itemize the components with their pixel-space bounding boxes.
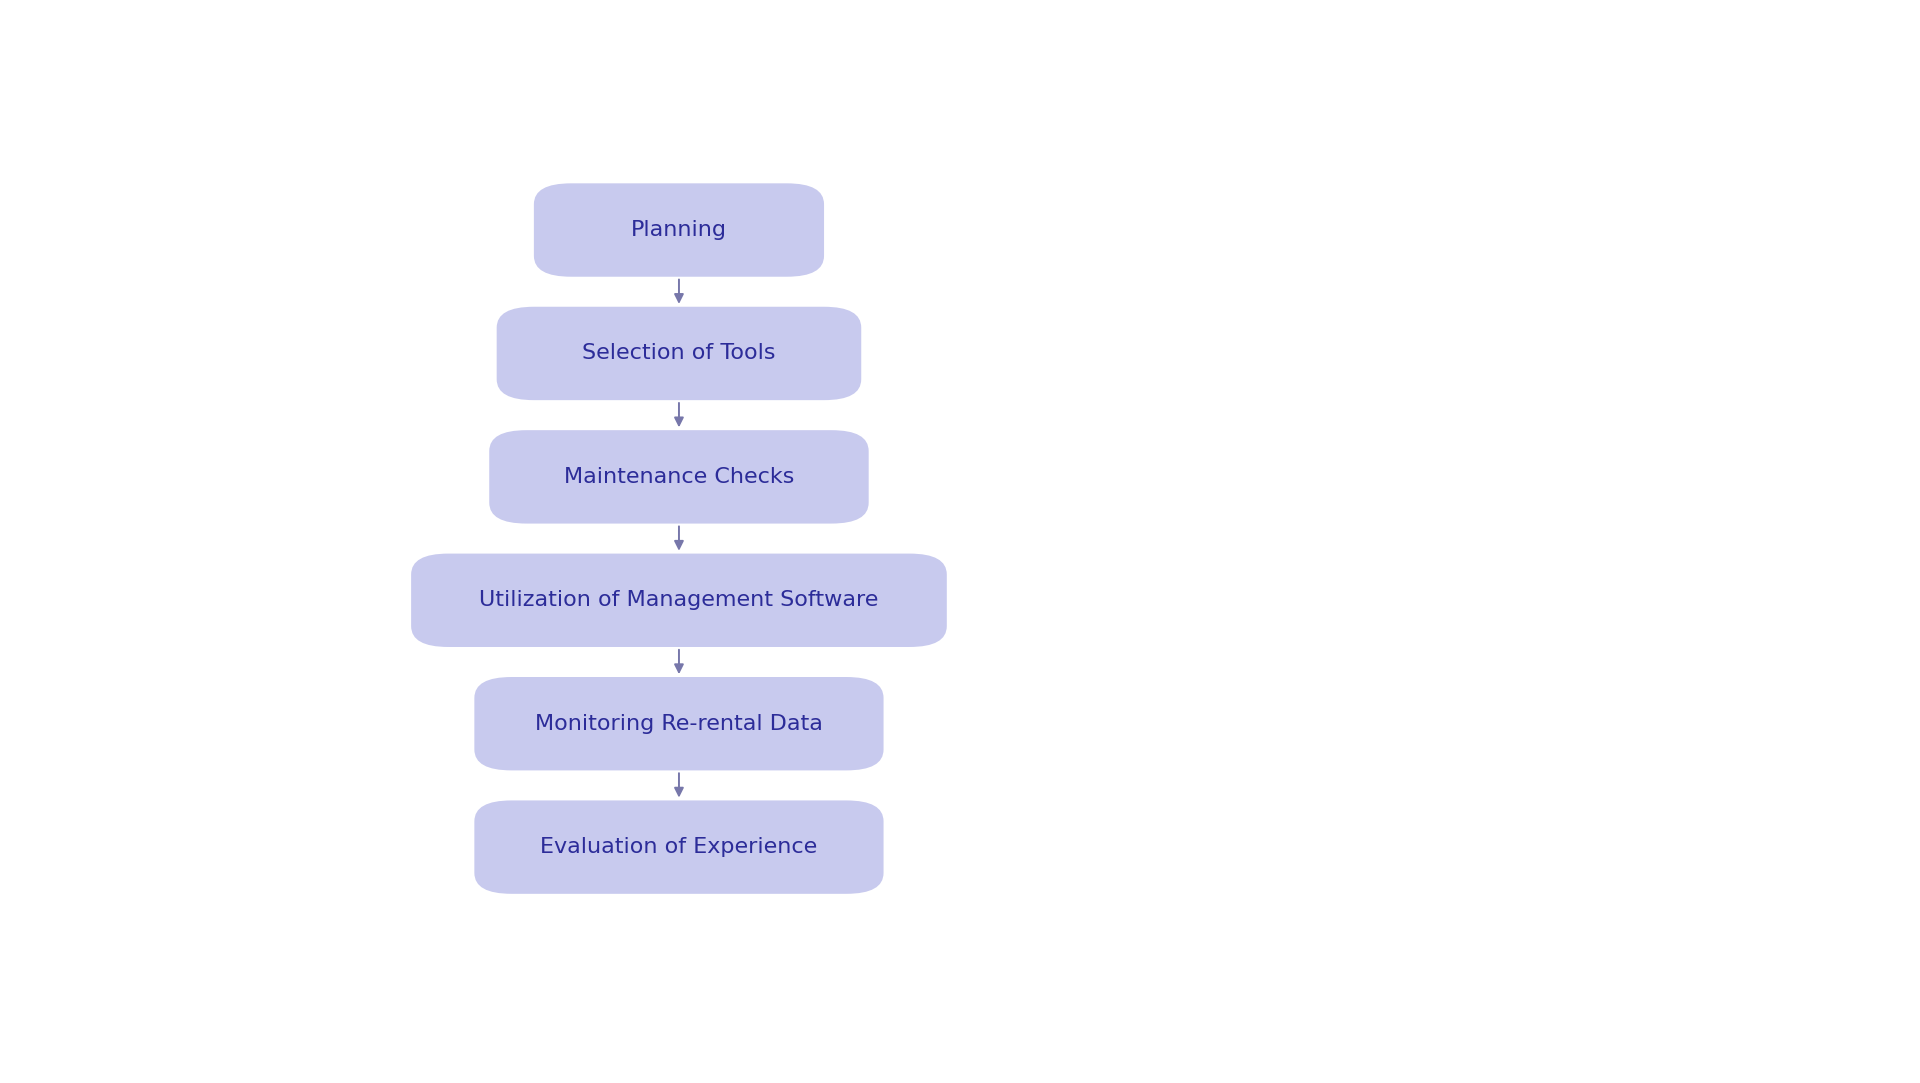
FancyBboxPatch shape bbox=[474, 677, 883, 770]
Text: Evaluation of Experience: Evaluation of Experience bbox=[540, 837, 818, 857]
Text: Selection of Tools: Selection of Tools bbox=[582, 343, 776, 364]
Text: Utilization of Management Software: Utilization of Management Software bbox=[480, 590, 879, 611]
FancyBboxPatch shape bbox=[411, 553, 947, 647]
Text: Monitoring Re-rental Data: Monitoring Re-rental Data bbox=[536, 714, 824, 733]
FancyBboxPatch shape bbox=[474, 800, 883, 893]
FancyBboxPatch shape bbox=[497, 306, 862, 400]
Text: Maintenance Checks: Maintenance Checks bbox=[564, 467, 795, 487]
FancyBboxPatch shape bbox=[490, 430, 868, 523]
FancyBboxPatch shape bbox=[534, 183, 824, 277]
Text: Planning: Planning bbox=[632, 220, 728, 240]
